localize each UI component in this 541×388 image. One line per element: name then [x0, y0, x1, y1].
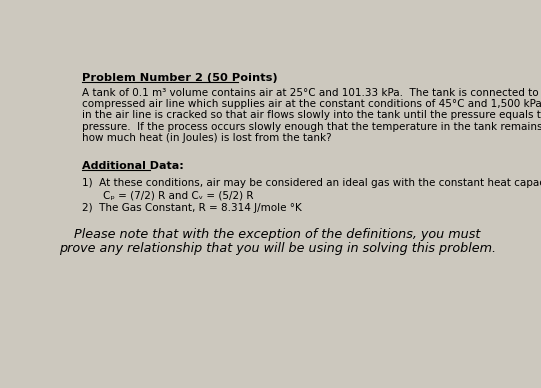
- Text: A tank of 0.1 m³ volume contains air at 25°C and 101.33 kPa.  The tank is connec: A tank of 0.1 m³ volume contains air at …: [82, 88, 541, 98]
- Text: 2)  The Gas Constant, R = 8.314 J/mole °K: 2) The Gas Constant, R = 8.314 J/mole °K: [82, 203, 301, 213]
- Text: in the air line is cracked so that air flows slowly into the tank until the pres: in the air line is cracked so that air f…: [82, 111, 541, 120]
- Text: Additional Data:: Additional Data:: [82, 161, 183, 171]
- Text: pressure.  If the process occurs slowly enough that the temperature in the tank : pressure. If the process occurs slowly e…: [82, 121, 541, 132]
- Text: Cₚ = (7/2) R and Cᵥ = (5/2) R: Cₚ = (7/2) R and Cᵥ = (5/2) R: [103, 191, 254, 201]
- Text: compressed air line which supplies air at the constant conditions of 45°C and 1,: compressed air line which supplies air a…: [82, 99, 541, 109]
- Text: 1)  At these conditions, air may be considered an ideal gas with the constant he: 1) At these conditions, air may be consi…: [82, 178, 541, 188]
- Text: Problem Number 2 (50 Points): Problem Number 2 (50 Points): [82, 73, 277, 83]
- Text: prove any relationship that you will be using in solving this problem.: prove any relationship that you will be …: [59, 242, 496, 255]
- Text: Please note that with the exception of the definitions, you must: Please note that with the exception of t…: [74, 228, 480, 241]
- Text: how much heat (in Joules) is lost from the tank?: how much heat (in Joules) is lost from t…: [82, 133, 331, 143]
